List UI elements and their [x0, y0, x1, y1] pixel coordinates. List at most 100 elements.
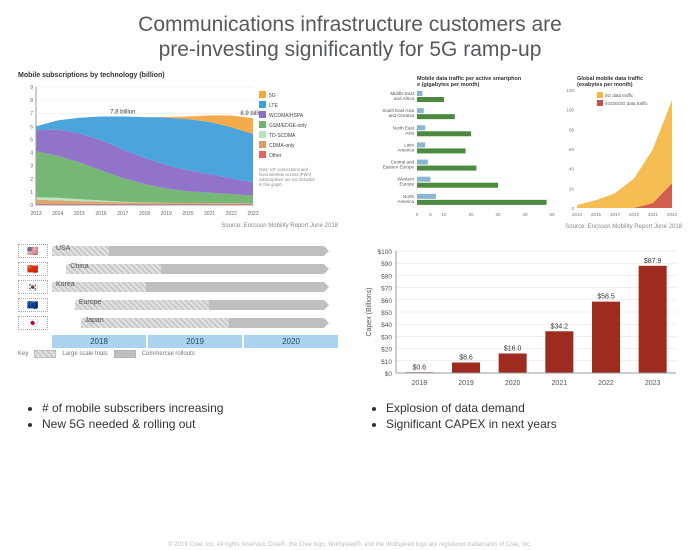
svg-text:2019: 2019 — [629, 212, 640, 217]
svg-text:$20: $20 — [381, 347, 392, 354]
svg-text:2013: 2013 — [30, 211, 41, 217]
svg-text:$58.5: $58.5 — [597, 294, 615, 301]
svg-text:9: 9 — [30, 85, 33, 91]
svg-text:5: 5 — [30, 138, 33, 144]
svg-text:0: 0 — [416, 212, 419, 217]
svg-text:20: 20 — [569, 187, 575, 192]
svg-text:6: 6 — [30, 125, 33, 131]
bullet: # of mobile subscribers increasing — [42, 401, 338, 415]
svg-text:7: 7 — [30, 112, 33, 118]
svg-text:GSM/EDGE-only: GSM/EDGE-only — [269, 123, 307, 129]
svg-text:2022: 2022 — [598, 380, 614, 387]
svg-text:$16.0: $16.0 — [504, 346, 522, 353]
area-chart-panel: Mobile subscriptions by technology (bill… — [18, 72, 338, 237]
svg-text:$70: $70 — [381, 286, 392, 293]
svg-text:2013: 2013 — [572, 212, 583, 217]
svg-text:Note: IoT connections andfixed: Note: IoT connections andfixed wireless … — [259, 167, 315, 187]
svg-text:40: 40 — [522, 212, 528, 217]
svg-text:Europe: Europe — [399, 182, 414, 187]
svg-text:50: 50 — [549, 212, 555, 217]
svg-text:2023: 2023 — [667, 212, 678, 217]
svg-text:2019: 2019 — [161, 211, 172, 217]
svg-text:TD-SCDMA: TD-SCDMA — [269, 133, 296, 139]
svg-text:$90: $90 — [381, 262, 392, 269]
copyright-footer: © 2019 Cree, Inc. All rights reserved. C… — [0, 542, 700, 548]
svg-text:60: 60 — [569, 147, 575, 152]
area-chart: 0123456789201320142015201620172018201920… — [18, 81, 338, 221]
svg-text:2017: 2017 — [117, 211, 128, 217]
svg-text:2018: 2018 — [139, 211, 150, 217]
area-source: Source: Ericsson Mobility Report June 20… — [18, 223, 338, 229]
timeline-row: 🇯🇵Japan — [18, 315, 338, 331]
svg-text:2: 2 — [30, 177, 33, 183]
svg-text:7.8 billion: 7.8 billion — [110, 110, 135, 116]
svg-text:WCDMA/HSPA: WCDMA/HSPA — [269, 113, 304, 119]
timeline-key: Key Large scale trials Commercial rollou… — [18, 350, 338, 358]
svg-text:5G data traffic: 5G data traffic — [605, 93, 634, 98]
svg-text:$0.6: $0.6 — [413, 365, 427, 372]
svg-text:e (gigabytes per month): e (gigabytes per month) — [417, 82, 480, 88]
svg-text:2022: 2022 — [226, 211, 237, 217]
svg-text:2015: 2015 — [74, 211, 85, 217]
svg-text:Capex (Billions): Capex (Billions) — [366, 288, 373, 337]
capex-chart-panel: $0$10$20$30$40$50$60$70$80$90$100Capex (… — [362, 243, 682, 393]
timeline-years: 201820192020 — [52, 335, 338, 348]
timeline-panel: 🇺🇸USA 🇨🇳China 🇰🇷Korea 🇪🇺Europe 🇯🇵Japan 20182… — [18, 243, 338, 393]
svg-text:Asia: Asia — [405, 131, 414, 136]
svg-text:Eastern Europe: Eastern Europe — [383, 165, 415, 170]
svg-text:2023: 2023 — [247, 211, 258, 217]
svg-text:America: America — [397, 199, 414, 204]
flag-icon: 🇨🇳 — [18, 262, 48, 276]
svg-text:$87.9: $87.9 — [644, 258, 662, 265]
svg-text:5: 5 — [429, 212, 432, 217]
svg-text:5G: 5G — [269, 93, 276, 99]
svg-text:$40: $40 — [381, 323, 392, 330]
slide-title: Communications infrastructure customers … — [18, 12, 682, 62]
bullets-left: # of mobile subscribers increasing New 5G… — [18, 399, 338, 433]
svg-text:2021: 2021 — [648, 212, 659, 217]
svg-text:80: 80 — [569, 128, 575, 133]
svg-text:120: 120 — [566, 88, 574, 93]
svg-text:$50: $50 — [381, 310, 392, 317]
svg-text:2019: 2019 — [458, 380, 474, 387]
svg-text:$30: $30 — [381, 335, 392, 342]
timeline-row: 🇺🇸USA — [18, 243, 338, 259]
svg-text:0: 0 — [30, 203, 33, 209]
svg-text:CDMA-only: CDMA-only — [269, 143, 295, 149]
svg-text:$100: $100 — [378, 249, 393, 256]
flag-icon: 🇰🇷 — [18, 280, 48, 294]
timeline-row: 🇰🇷Korea — [18, 279, 338, 295]
svg-text:20: 20 — [468, 212, 474, 217]
svg-text:2023: 2023 — [645, 380, 661, 387]
bullet: Explosion of data demand — [386, 401, 682, 415]
flag-icon: 🇪🇺 — [18, 298, 48, 312]
timeline-row: 🇨🇳China — [18, 261, 338, 277]
svg-text:2017: 2017 — [610, 212, 621, 217]
bullet-row: # of mobile subscribers increasing New 5G… — [18, 399, 682, 433]
traffic-chart: Mobile data traffic per active smartphon… — [362, 72, 682, 222]
svg-text:2021: 2021 — [204, 211, 215, 217]
svg-text:and Africa: and Africa — [394, 96, 415, 101]
svg-text:40: 40 — [569, 167, 575, 172]
traffic-chart-panel: Mobile data traffic per active smartphon… — [362, 72, 682, 237]
timeline-row: 🇪🇺Europe — [18, 297, 338, 313]
svg-text:2021: 2021 — [552, 380, 568, 387]
svg-text:3: 3 — [30, 164, 33, 170]
svg-text:4G/3G/2G data traffic: 4G/3G/2G data traffic — [605, 101, 648, 106]
svg-text:0: 0 — [571, 206, 574, 211]
bullet: New 5G needed & rolling out — [42, 417, 338, 431]
svg-text:$34.2: $34.2 — [551, 324, 569, 331]
svg-text:Other: Other — [269, 153, 282, 159]
svg-text:$10: $10 — [381, 359, 392, 366]
svg-text:America: America — [397, 148, 414, 153]
svg-text:$0: $0 — [385, 371, 393, 378]
svg-text:2014: 2014 — [52, 211, 63, 217]
capex-chart: $0$10$20$30$40$50$60$70$80$90$100Capex (… — [362, 243, 682, 391]
svg-text:$8.6: $8.6 — [459, 355, 473, 362]
svg-text:2018: 2018 — [412, 380, 428, 387]
flag-icon: 🇺🇸 — [18, 244, 48, 258]
svg-text:$60: $60 — [381, 298, 392, 305]
svg-text:LTE: LTE — [269, 103, 278, 109]
svg-text:1: 1 — [30, 190, 33, 196]
svg-text:8: 8 — [30, 98, 33, 104]
